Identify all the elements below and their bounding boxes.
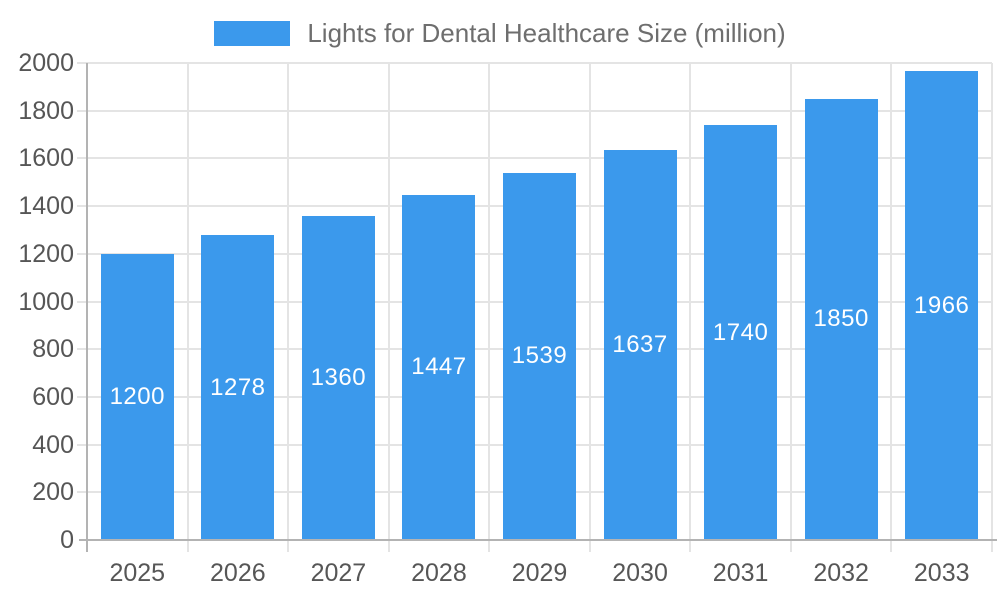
bar-value-label: 1278	[210, 373, 266, 401]
bar-2025[interactable]: 1200	[100, 253, 174, 540]
legend-item[interactable]: Lights for Dental Healthcare Size (milli…	[214, 17, 786, 49]
x-tick-label-2030: 2030	[612, 559, 668, 587]
h-gridline-1600	[77, 157, 992, 160]
bar-2033[interactable]: 1966	[905, 71, 979, 540]
legend-color-swatch	[214, 20, 291, 46]
bar-value-label: 1539	[511, 342, 568, 370]
bar-2029[interactable]: 1539	[503, 172, 576, 540]
y-tick-label-400: 400	[32, 430, 74, 459]
x-tick-label-2032: 2032	[813, 559, 869, 587]
v-gridline-2	[287, 63, 290, 552]
bar-2028[interactable]: 1447	[402, 194, 476, 540]
x-tick-label-2027: 2027	[310, 559, 367, 587]
bar-2030[interactable]: 1637	[603, 149, 677, 540]
v-gridline-4	[488, 63, 491, 552]
bar-value-label: 1447	[411, 353, 467, 381]
v-gridline-9	[991, 63, 993, 552]
x-tick-label-2025: 2025	[109, 559, 166, 587]
v-gridline-6	[689, 63, 692, 552]
bar-2031[interactable]: 1740	[704, 125, 778, 540]
y-tick-label-1000: 1000	[18, 287, 74, 316]
y-tick-label-1200: 1200	[18, 239, 74, 268]
bar-value-label: 1637	[612, 330, 668, 358]
bar-value-label: 1360	[310, 363, 367, 391]
v-gridline-5	[588, 63, 591, 552]
v-gridline-1	[186, 63, 189, 552]
y-tick-label-1800: 1800	[18, 96, 74, 125]
legend: Lights for Dental Healthcare Size (milli…	[0, 16, 1000, 50]
bar-value-label: 1850	[813, 305, 869, 333]
y-tick-label-600: 600	[32, 382, 74, 411]
y-tick-label-1400: 1400	[18, 192, 74, 221]
y-tick-label-2000: 2000	[18, 49, 74, 77]
h-gridline-1800	[77, 109, 992, 112]
bar-value-label: 1740	[712, 318, 769, 346]
x-tick-label-2026: 2026	[210, 559, 266, 587]
x-tick-label-2029: 2029	[511, 559, 568, 587]
y-tick-label-1600: 1600	[18, 144, 74, 173]
x-tick-label-2033: 2033	[913, 559, 970, 587]
bar-2027[interactable]: 1360	[301, 215, 375, 540]
y-tick-label-200: 200	[32, 478, 74, 507]
v-gridline-8	[890, 63, 893, 552]
x-tick-label-2028: 2028	[411, 559, 467, 587]
v-gridline-3	[387, 63, 390, 552]
bar-2032[interactable]: 1850	[804, 98, 878, 540]
v-gridline-7	[789, 63, 792, 552]
h-gridline-2000	[77, 62, 992, 64]
x-tick-label-2031: 2031	[712, 559, 769, 587]
y-axis-line	[86, 63, 88, 552]
y-tick-label-0: 0	[60, 526, 74, 554]
x-axis-line	[79, 539, 997, 541]
y-tick-label-800: 800	[32, 335, 74, 364]
plot-area: 1200 1278 1360 1447 1539 1637 1740 1850 1966	[77, 62, 993, 552]
bar-value-label: 1966	[914, 291, 970, 319]
bar-2026[interactable]: 1278	[201, 235, 275, 540]
bar-value-label: 1200	[109, 382, 165, 410]
legend-label: Lights for Dental Healthcare Size (milli…	[307, 17, 786, 48]
